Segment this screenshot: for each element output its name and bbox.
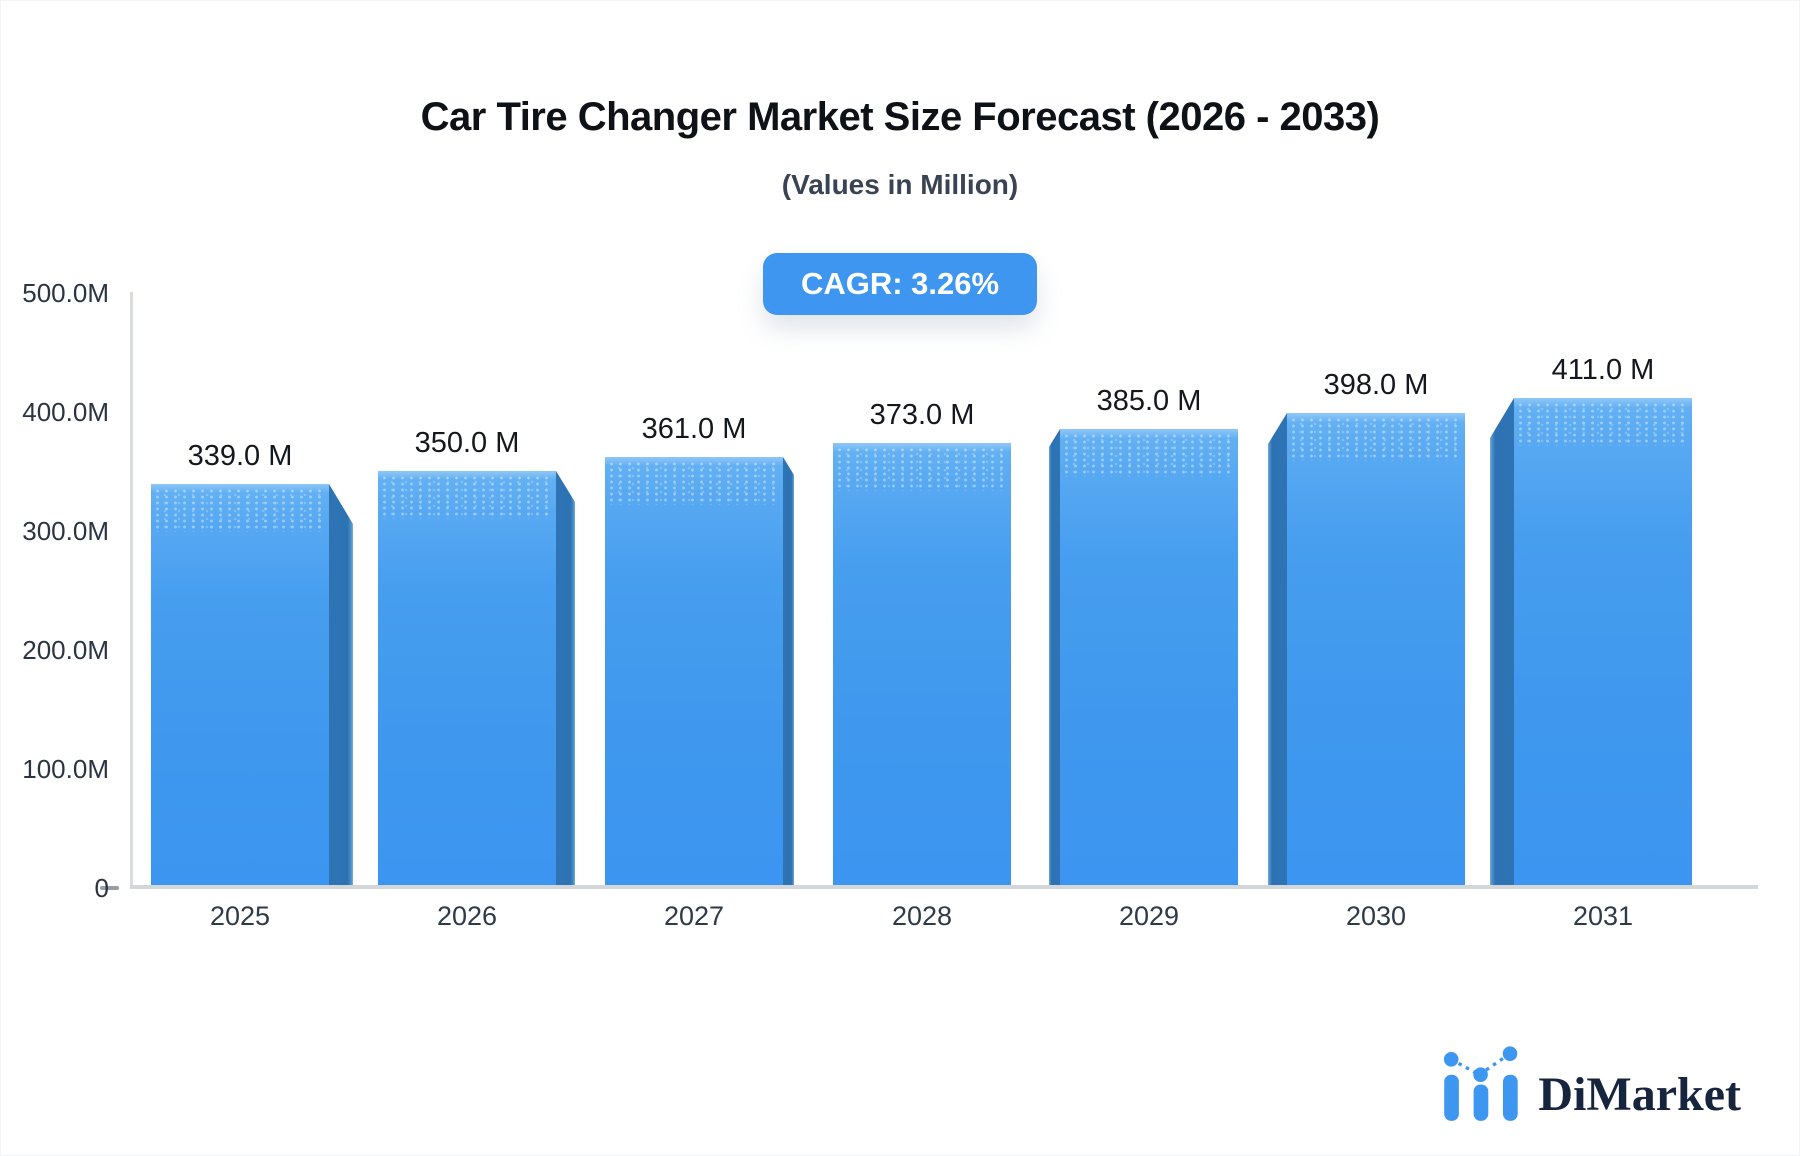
cagr-badge-row: CAGR: 3.26% [1, 253, 1799, 315]
bar-side-face [1049, 429, 1060, 887]
bar-2029 [1049, 429, 1238, 887]
bar-2027 [605, 457, 794, 887]
y-axis-line [130, 292, 133, 887]
bar-side-face [1490, 398, 1514, 887]
chart-subtitle: (Values in Million) [781, 169, 1019, 200]
bar-2025 [151, 484, 353, 887]
y-tick-label: 0 [94, 873, 109, 903]
y-tick-label: 100.0M [22, 754, 109, 784]
bar-value-label: 411.0 M [1551, 354, 1655, 386]
bar-value-label: 339.0 M [187, 440, 293, 472]
brand-name: DiMarket [1538, 1068, 1741, 1121]
bar-front-face [378, 471, 556, 887]
y-tick-label: 300.0M [22, 516, 109, 546]
x-tick-label: 2027 [663, 901, 725, 931]
y-tick-label: 400.0M [22, 397, 109, 427]
x-tick-label: 2025 [209, 901, 271, 931]
x-tick-label: 2030 [1345, 901, 1407, 931]
zero-tick-mark [100, 886, 119, 890]
bar-2030 [1268, 413, 1465, 887]
x-tick-label: 2028 [891, 901, 953, 931]
bar-value-label: 361.0 M [641, 413, 747, 445]
y-tick-label: 200.0M [22, 635, 109, 665]
bar-chart-trend-icon [1444, 1046, 1519, 1121]
y-tick-label: 500.0M [22, 278, 109, 308]
bar-front-face [151, 484, 329, 887]
cagr-badge: CAGR: 3.26% [762, 253, 1038, 315]
bar-front-face [1060, 429, 1238, 887]
x-axis-baseline [130, 885, 1758, 889]
brand-logo: DiMarket [1440, 1041, 1741, 1121]
bar-2031 [1490, 398, 1692, 887]
bar-value-label: 373.0 M [869, 399, 975, 431]
bar-side-face [783, 457, 794, 887]
bar-value-label: 385.0 M [1096, 385, 1202, 417]
bar-2026 [378, 471, 575, 887]
bar-value-label: 398.0 M [1323, 369, 1429, 401]
bar-side-face [556, 471, 575, 887]
bar-front-face [605, 457, 783, 887]
x-tick-label: 2031 [1572, 901, 1634, 931]
bar-side-face [1268, 413, 1287, 887]
bar-front-face [1514, 398, 1692, 887]
chart-title: Car Tire Changer Market Size Forecast (2… [420, 95, 1380, 139]
bar-front-face [833, 443, 1011, 887]
x-tick-label: 2026 [436, 901, 498, 931]
x-tick-label: 2029 [1118, 901, 1180, 931]
bar-front-face [1287, 413, 1465, 887]
bar-2028 [833, 443, 1011, 887]
bar-value-label: 350.0 M [414, 427, 520, 459]
bar-side-face [329, 484, 353, 887]
